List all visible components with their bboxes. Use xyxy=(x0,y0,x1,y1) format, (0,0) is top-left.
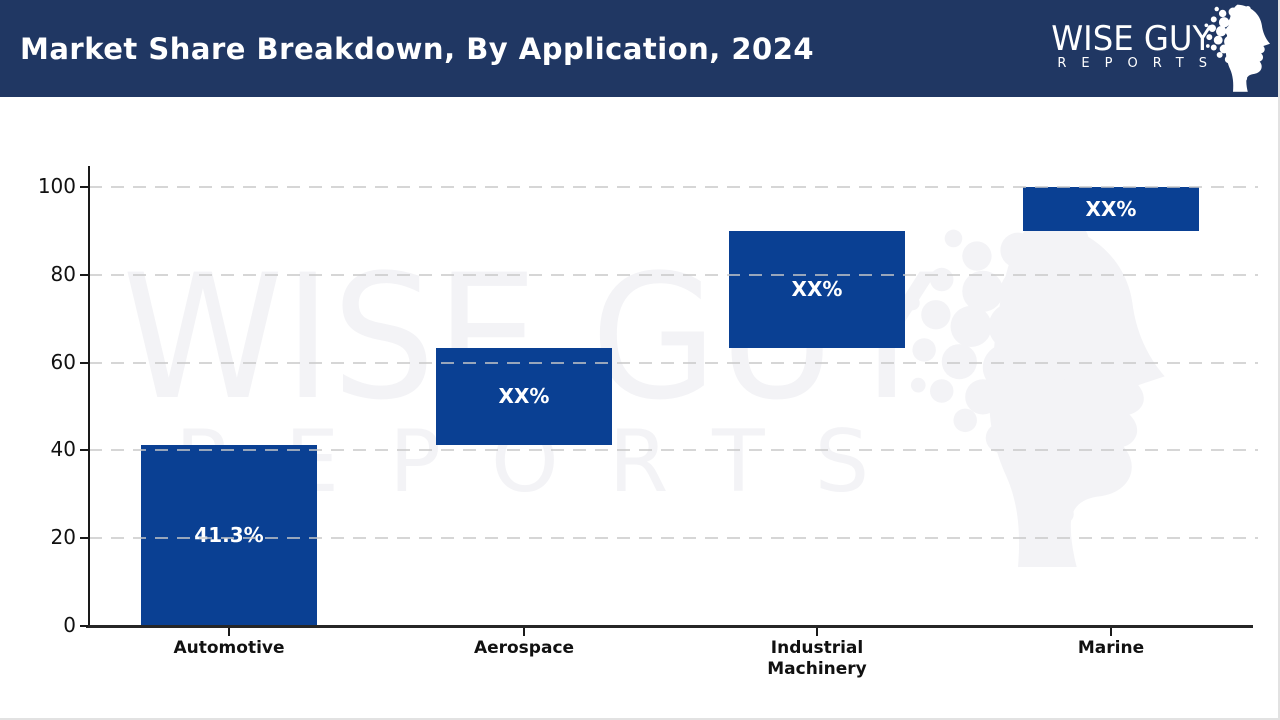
logo-wordmark: WISE GUY xyxy=(1051,18,1213,59)
y-tick-mark xyxy=(80,449,88,452)
header-bar: Market Share Breakdown, By Application, … xyxy=(0,0,1278,97)
x-tick-mark xyxy=(816,628,818,636)
gridline-60 xyxy=(89,361,1258,364)
gridline-100 xyxy=(89,186,1258,188)
y-tick-mark xyxy=(80,273,88,276)
wise-guy-logo: WISE GUY REPORTS xyxy=(1042,5,1270,92)
category-label: Marine xyxy=(1077,638,1145,658)
category-label: Industrial Machinery xyxy=(767,638,867,679)
y-axis-line xyxy=(88,166,90,626)
x-axis-line xyxy=(86,625,1253,628)
y-tick-label: 40 xyxy=(50,437,76,462)
category-label: Automotive xyxy=(173,638,285,658)
category-label: Aerospace xyxy=(473,638,575,658)
y-tick-label: 0 xyxy=(63,613,76,637)
y-tick-label: 80 xyxy=(50,261,76,286)
y-tick-label: 100 xyxy=(37,174,76,198)
bar-marine: XX% xyxy=(1023,187,1199,231)
x-tick-mark xyxy=(1110,628,1112,636)
x-tick-mark xyxy=(228,628,230,636)
bar-aerospace: XX% xyxy=(436,348,612,445)
x-tick-mark xyxy=(523,628,525,636)
bar-value-label: 41.3% xyxy=(194,523,264,548)
gridline-40 xyxy=(89,449,1258,452)
y-tick-label: 60 xyxy=(50,349,76,374)
y-tick-mark xyxy=(80,625,88,627)
y-tick-mark xyxy=(80,537,88,540)
logo-subtitle: REPORTS xyxy=(1057,56,1222,72)
watermark-head-icon xyxy=(868,215,1168,567)
bar-automotive: 41.3% xyxy=(141,444,317,626)
bar-value-label: XX% xyxy=(1085,196,1137,221)
bar-value-label: XX% xyxy=(498,384,550,409)
chart-area: WISE GUY REPORTS 0 20 40 60 80 100 41.3% Automo… xyxy=(0,97,1278,718)
gridline-80 xyxy=(89,273,1258,276)
y-tick-label: 20 xyxy=(50,525,76,550)
logo-text: WISE GUY REPORTS xyxy=(1042,18,1222,72)
y-tick-mark xyxy=(80,186,88,188)
chart-title: Market Share Breakdown, By Application, … xyxy=(20,31,815,66)
bar-industrial-machinery: XX% xyxy=(729,230,905,349)
gridline-20 xyxy=(89,537,1258,540)
bar-value-label: XX% xyxy=(791,277,843,302)
y-tick-mark xyxy=(80,361,88,364)
